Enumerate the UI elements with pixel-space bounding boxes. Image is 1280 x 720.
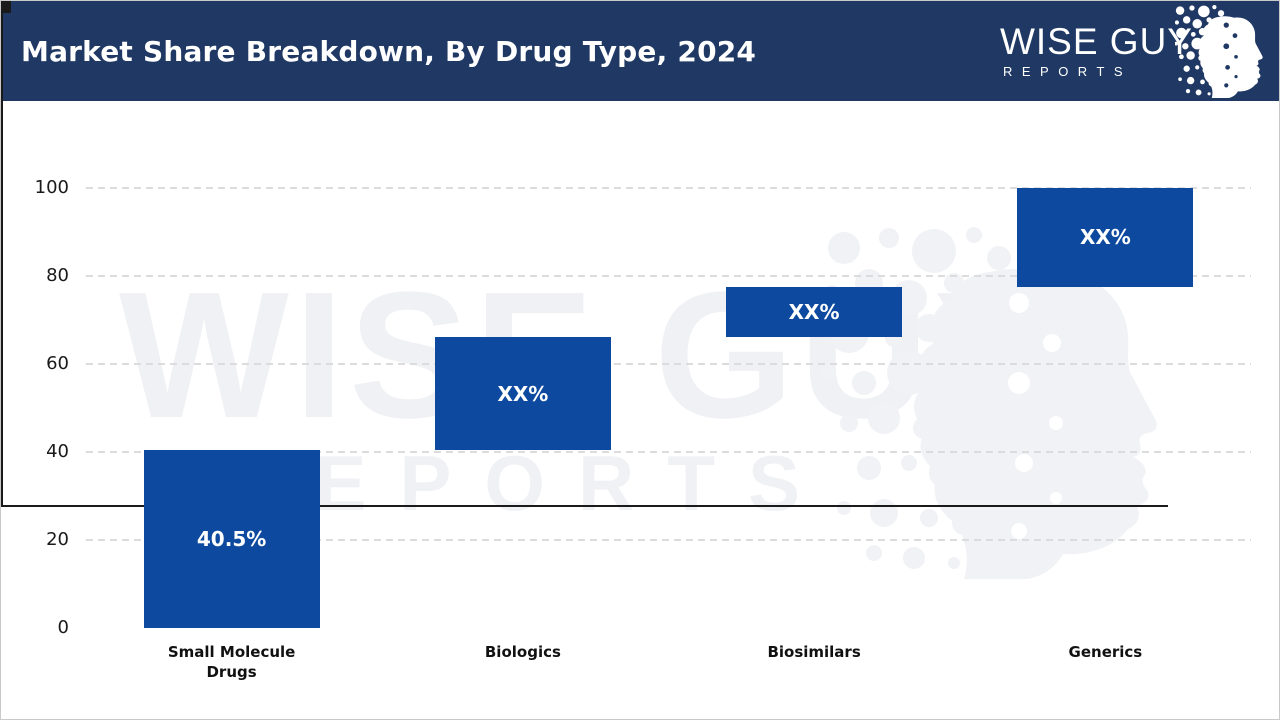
y-tick-label: 40	[46, 440, 69, 462]
x-tick-mark	[1, 13, 3, 21]
y-tick-label: 20	[46, 528, 69, 550]
gridline-60	[86, 362, 1251, 365]
x-tick-mark	[1, 29, 3, 37]
bar-value-label: 40.5%	[196, 526, 267, 551]
y-tick-mark	[1, 3, 11, 5]
header-banner: Market Share Breakdown, By Drug Type, 20…	[1, 1, 1279, 101]
x-tick-label: Biologics	[484, 643, 561, 661]
gridline-20	[86, 538, 1251, 541]
bar-biologics[interactable]	[434, 337, 611, 450]
logo-head-profile-icon	[1175, 5, 1263, 98]
wise-guy-reports-logo: WISE GUY REPORTS	[1000, 4, 1279, 98]
y-tick-label: 0	[57, 617, 69, 638]
x-tick-label: Generics	[1068, 643, 1143, 661]
gridline-40	[86, 450, 1251, 453]
y-tick-mark	[1, 5, 11, 7]
y-tick-mark	[1, 1, 11, 3]
y-tick-mark	[1, 7, 11, 9]
chart-title: Market Share Breakdown, By Drug Type, 20…	[21, 34, 757, 68]
x-tick-mark	[1, 21, 3, 29]
y-tick-mark	[1, 9, 11, 11]
bar-value-label: XX%	[788, 300, 840, 324]
bar-value-label: XX%	[1079, 225, 1131, 250]
bar-value-label: XX%	[497, 381, 549, 406]
y-axis-line	[1, 45, 3, 505]
x-tick-mark	[1, 37, 3, 45]
gridline-100	[86, 186, 1251, 189]
y-tick-label: 100	[34, 176, 69, 198]
y-tick-mark	[1, 11, 11, 13]
x-axis-line	[1, 505, 1168, 507]
y-tick-label: 80	[46, 264, 69, 286]
x-tick-label: Biosimilars	[767, 643, 861, 661]
y-tick-label: 60	[46, 352, 69, 374]
logo-brand-name: WISE GUY	[999, 21, 1193, 62]
logo-text: WISE GUY REPORTS	[1000, 23, 1193, 79]
logo-brand-subtitle: REPORTS	[1002, 64, 1133, 79]
bar-small-molecule-drugs[interactable]	[143, 449, 320, 628]
x-tick-label: Small Molecule Drugs	[167, 643, 296, 681]
gridline-80	[86, 274, 1251, 277]
